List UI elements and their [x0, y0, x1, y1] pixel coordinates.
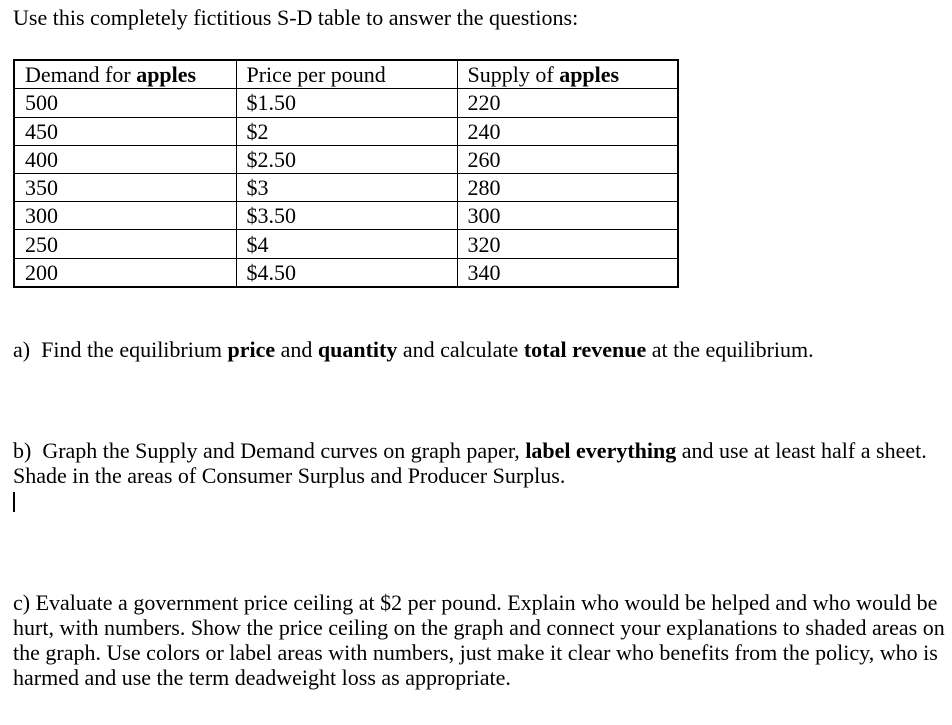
table-row: 500 $1.50 220	[13, 88, 679, 118]
demand-cell: 350	[13, 172, 237, 203]
price-cell: $4	[235, 229, 458, 259]
table-row: 450 $2 240	[13, 116, 679, 146]
price-cell: $2.50	[235, 144, 458, 174]
header-price: Price per pound	[235, 59, 458, 90]
price-cell: $1.50	[235, 88, 458, 118]
demand-cell: 200	[13, 257, 237, 288]
text-cursor	[13, 492, 15, 512]
sd-table: Demand for apples Price per pound Supply…	[13, 59, 679, 288]
header-demand: Demand for apples	[13, 59, 237, 90]
price-cell: $4.50	[235, 257, 458, 288]
price-cell: $3.50	[235, 201, 458, 231]
table-row: 250 $4 320	[13, 229, 679, 259]
supply-cell: 320	[456, 229, 679, 259]
supply-cell: 280	[456, 172, 679, 203]
question-a: a) Find the equilibrium price and quanti…	[13, 337, 814, 362]
table-row: 350 $3 280	[13, 172, 679, 203]
intro-paragraph: Use this completely fictitious S-D table…	[13, 5, 579, 30]
price-cell: $2	[235, 116, 458, 146]
supply-cell: 220	[456, 88, 679, 118]
question-b-line: b) Graph the Supply and Demand curves on…	[13, 438, 927, 463]
question-c-line: c) Evaluate a government price ceiling a…	[13, 590, 938, 615]
demand-cell: 250	[13, 229, 237, 259]
demand-cell: 300	[13, 201, 237, 231]
question-c-line: harmed and use the term deadweight loss …	[13, 665, 511, 690]
table-header-row: Demand for apples Price per pound Supply…	[13, 59, 679, 90]
supply-cell: 340	[456, 257, 679, 288]
supply-cell: 300	[456, 201, 679, 231]
question-c-line: the graph. Use colors or label areas wit…	[13, 640, 938, 665]
question-a-line: a) Find the equilibrium price and quanti…	[13, 337, 814, 362]
table-row: 400 $2.50 260	[13, 144, 679, 174]
supply-cell: 260	[456, 144, 679, 174]
supply-cell: 240	[456, 116, 679, 146]
header-supply: Supply of apples	[456, 59, 679, 90]
price-cell: $3	[235, 172, 458, 203]
demand-cell: 450	[13, 116, 237, 146]
demand-cell: 500	[13, 88, 237, 118]
question-b-line: Shade in the areas of Consumer Surplus a…	[13, 463, 566, 488]
table-row: 200 $4.50 340	[13, 257, 679, 288]
question-b: b) Graph the Supply and Demand curves on…	[13, 438, 927, 488]
question-c-line: hurt, with numbers. Show the price ceili…	[13, 615, 945, 640]
question-c: c) Evaluate a government price ceiling a…	[13, 590, 945, 690]
table-row: 300 $3.50 300	[13, 201, 679, 231]
demand-cell: 400	[13, 144, 237, 174]
